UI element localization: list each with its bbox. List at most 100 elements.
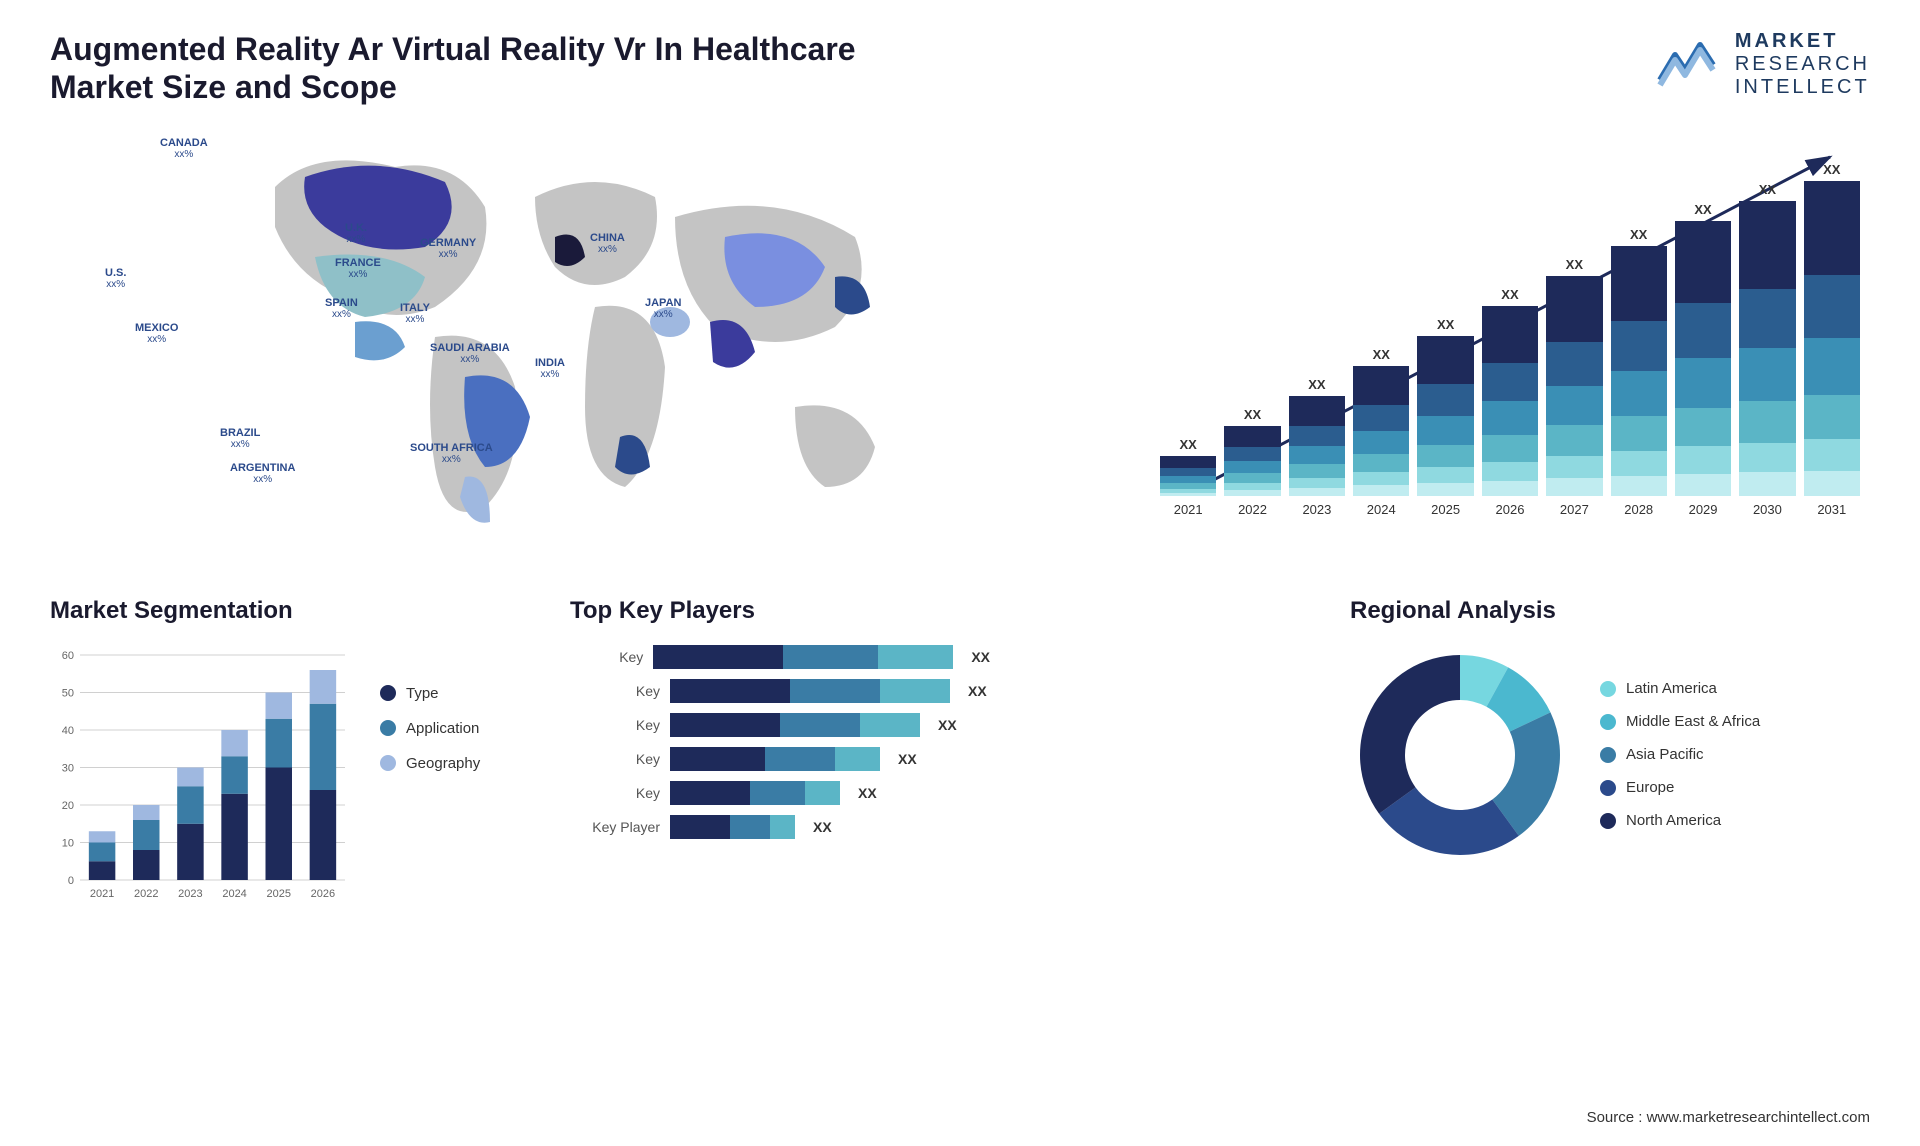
svg-text:30: 30 — [62, 762, 74, 774]
player-value: XX — [938, 717, 957, 733]
player-bar — [670, 747, 880, 771]
growth-seg — [1804, 395, 1860, 439]
map-label-mexico: MEXICOxx% — [135, 322, 178, 345]
map-label-argentina: ARGENTINAxx% — [230, 462, 295, 485]
map-label-france: FRANCExx% — [335, 257, 381, 280]
growth-seg — [1224, 426, 1280, 447]
seg-legend-application: Application — [380, 720, 480, 737]
player-row: KeyXX — [570, 747, 990, 771]
player-seg — [878, 645, 953, 669]
title-block: Augmented Reality Ar Virtual Reality Vr … — [50, 30, 950, 107]
growth-year-label: 2031 — [1817, 502, 1846, 517]
growth-year-label: 2024 — [1367, 502, 1396, 517]
regional-title: Regional Analysis — [1350, 597, 1870, 625]
player-row: Key XX — [570, 781, 990, 805]
svg-text:40: 40 — [62, 725, 74, 737]
growth-value: XX — [1823, 162, 1840, 177]
legend-label: Geography — [406, 755, 480, 772]
player-seg — [805, 781, 840, 805]
growth-seg — [1417, 384, 1473, 416]
map-label-uk: U.K.xx% — [345, 222, 367, 245]
legend-label: Type — [406, 685, 439, 702]
growth-stack — [1224, 426, 1280, 496]
growth-value: XX — [1373, 347, 1390, 362]
legend-swatch-icon — [1600, 780, 1616, 796]
map-label-spain: SPAINxx% — [325, 297, 358, 320]
growth-stack — [1353, 366, 1409, 496]
region-legend-asia-pacific: Asia Pacific — [1600, 746, 1760, 763]
growth-col-2021: XX2021 — [1160, 437, 1216, 517]
growth-seg — [1160, 456, 1216, 468]
growth-seg — [1224, 447, 1280, 461]
player-row: KeyXX — [570, 713, 990, 737]
player-seg — [860, 713, 920, 737]
growth-seg — [1160, 493, 1216, 496]
growth-chart: XX2021XX2022XX2023XX2024XX2025XX2026XX20… — [1150, 127, 1870, 547]
growth-seg — [1160, 476, 1216, 483]
world-map-panel: CANADAxx%U.S.xx%MEXICOxx%BRAZILxx%ARGENT… — [50, 127, 1120, 547]
player-label: Key — [570, 683, 660, 699]
player-bar — [653, 645, 953, 669]
growth-seg — [1417, 416, 1473, 445]
growth-seg — [1482, 363, 1538, 401]
growth-value: XX — [1308, 377, 1325, 392]
growth-seg — [1611, 476, 1667, 496]
region-legend-north-america: North America — [1600, 812, 1760, 829]
legend-swatch-icon — [1600, 747, 1616, 763]
player-label: Key Player — [570, 819, 660, 835]
map-label-china: CHINAxx% — [590, 232, 625, 255]
growth-value: XX — [1244, 407, 1261, 422]
growth-col-2022: XX2022 — [1224, 407, 1280, 517]
growth-seg — [1739, 443, 1795, 473]
legend-swatch-icon — [380, 755, 396, 771]
growth-seg — [1353, 366, 1409, 405]
logo-line2: RESEARCH — [1735, 53, 1870, 76]
growth-seg — [1353, 485, 1409, 495]
growth-seg — [1611, 321, 1667, 371]
map-label-italy: ITALYxx% — [400, 302, 430, 325]
growth-seg — [1289, 488, 1345, 496]
player-label: Key — [570, 785, 660, 801]
growth-year-label: 2025 — [1431, 502, 1460, 517]
growth-seg — [1739, 348, 1795, 401]
segmentation-panel: Market Segmentation 01020304050602021202… — [50, 597, 550, 905]
player-label: Key — [570, 751, 660, 767]
player-value: XX — [858, 785, 877, 801]
legend-label: Europe — [1626, 779, 1674, 796]
growth-year-label: 2027 — [1560, 502, 1589, 517]
growth-seg — [1611, 416, 1667, 451]
legend-swatch-icon — [380, 720, 396, 736]
player-row: KeyXX — [570, 645, 990, 669]
regional-panel: Regional Analysis Latin AmericaMiddle Ea… — [1350, 597, 1870, 905]
growth-col-2030: XX2030 — [1739, 182, 1795, 517]
logo-line3: INTELLECT — [1735, 76, 1870, 99]
map-label-southafrica: SOUTH AFRICAxx% — [410, 442, 493, 465]
growth-seg — [1675, 474, 1731, 496]
key-players-panel: Top Key Players KeyXXKeyXXKeyXXKeyXXKeyX… — [570, 597, 1330, 905]
growth-seg — [1739, 289, 1795, 348]
growth-year-label: 2030 — [1753, 502, 1782, 517]
map-label-brazil: BRAZILxx% — [220, 427, 260, 450]
player-label: Key — [570, 649, 643, 665]
growth-year-label: 2026 — [1496, 502, 1525, 517]
growth-seg — [1482, 462, 1538, 481]
growth-col-2027: XX2027 — [1546, 257, 1602, 517]
growth-seg — [1546, 478, 1602, 496]
region-legend-middle-east---africa: Middle East & Africa — [1600, 713, 1760, 730]
map-label-india: INDIAxx% — [535, 357, 565, 380]
growth-stack — [1289, 396, 1345, 496]
growth-seg — [1675, 408, 1731, 447]
growth-seg — [1224, 490, 1280, 496]
growth-seg — [1289, 396, 1345, 426]
player-seg — [730, 815, 770, 839]
growth-col-2024: XX 2024 — [1353, 347, 1409, 517]
source-label: Source : www.marketresearchintellect.com — [1587, 1109, 1870, 1126]
growth-col-2029: XX2029 — [1675, 202, 1731, 517]
growth-col-2031: XX 2031 — [1804, 162, 1860, 517]
growth-seg — [1417, 445, 1473, 467]
legend-label: Application — [406, 720, 479, 737]
growth-value: XX — [1694, 202, 1711, 217]
svg-text:2024: 2024 — [222, 888, 246, 900]
svg-text:2021: 2021 — [90, 888, 114, 900]
growth-value: XX — [1630, 227, 1647, 242]
